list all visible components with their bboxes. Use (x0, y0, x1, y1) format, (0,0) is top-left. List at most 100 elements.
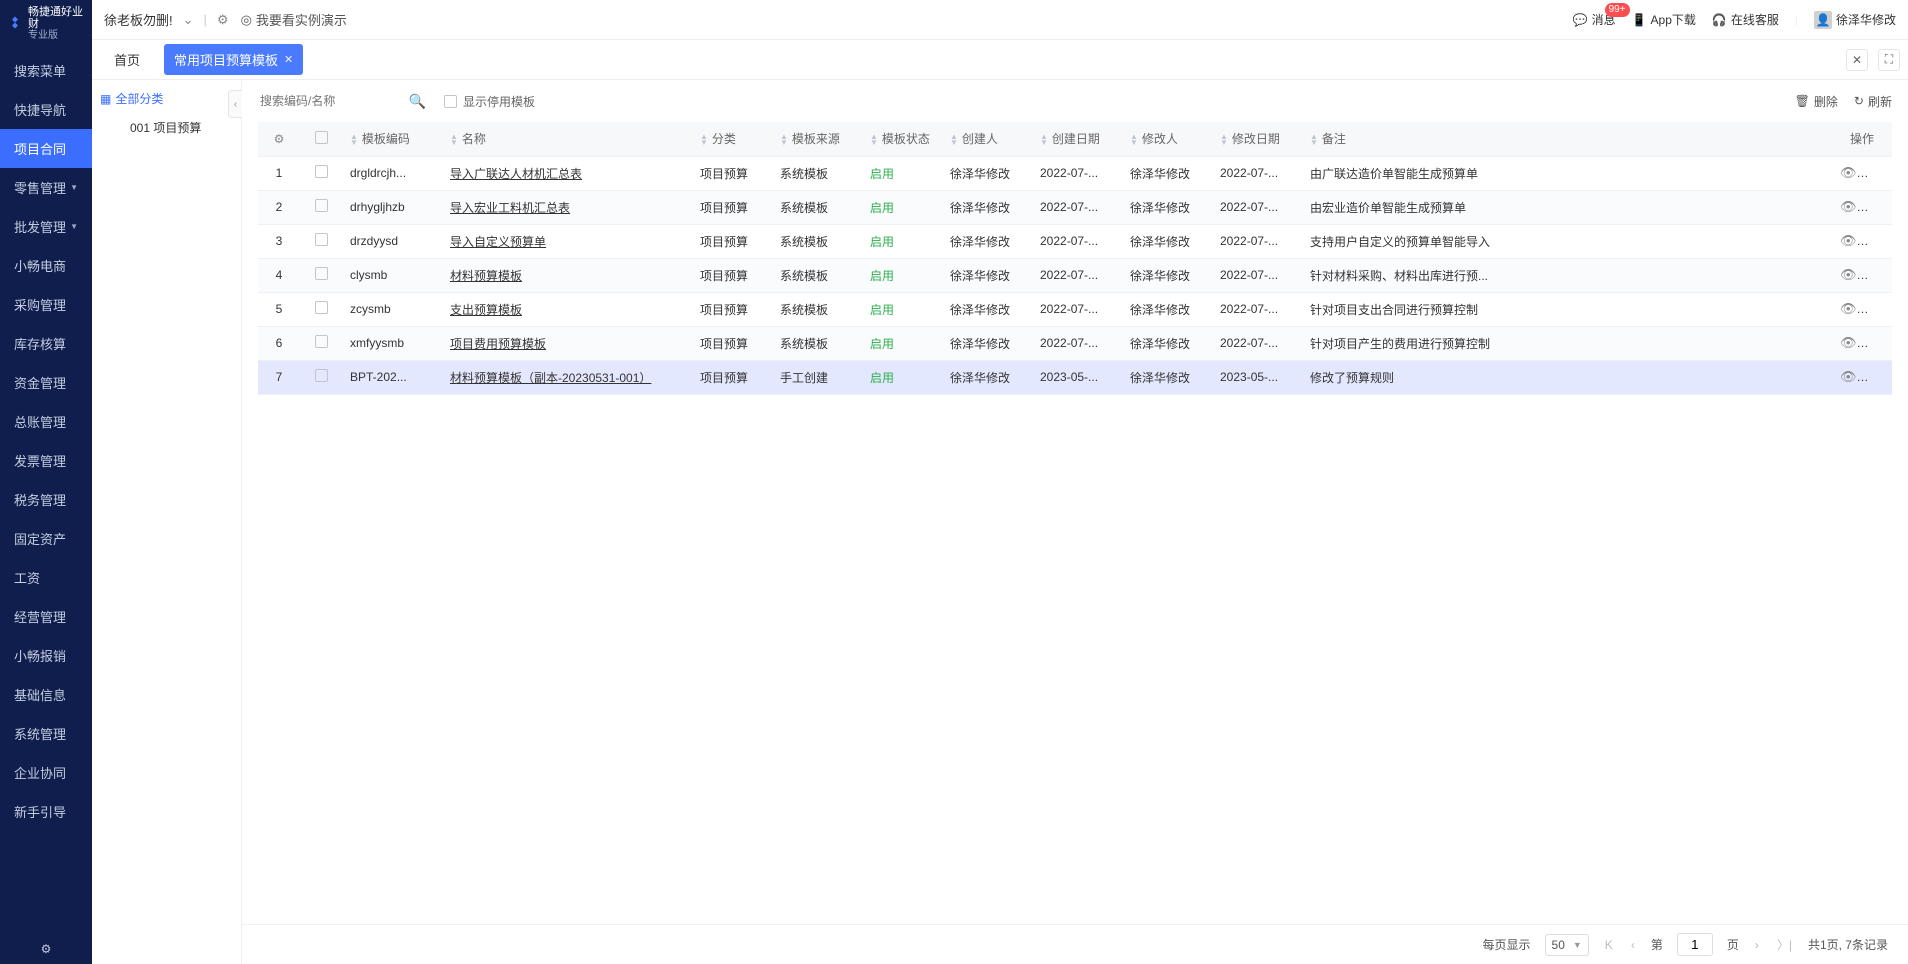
tab-budget-templates[interactable]: 常用项目预算模板 ✕ (164, 44, 303, 75)
tab-close-icon[interactable]: ✕ (284, 53, 293, 66)
tree-root-all[interactable]: ▦ 全部分类 (100, 90, 233, 107)
cell-creator: 徐泽华修改 (942, 292, 1032, 326)
template-name-link[interactable]: 材料预算模板 (450, 269, 522, 283)
prev-page-button[interactable]: ‹ (1629, 938, 1637, 952)
col-category[interactable]: ▲▼分类 (692, 122, 772, 156)
row-checkbox[interactable] (315, 335, 328, 348)
sidebar-item-9[interactable]: 总账管理 (0, 402, 92, 441)
sidebar-item-6[interactable]: 采购管理 (0, 285, 92, 324)
table-settings-gear-icon[interactable]: ⚙ (274, 132, 285, 146)
cell-remark: 针对项目支出合同进行预算控制 (1302, 292, 1832, 326)
first-page-button[interactable]: K (1603, 938, 1615, 952)
row-checkbox[interactable] (315, 165, 328, 178)
sidebar-item-19[interactable]: 新手引导 (0, 792, 92, 831)
col-source[interactable]: ▲▼模板来源 (772, 122, 862, 156)
sidebar-item-0[interactable]: 搜索菜单 (0, 51, 92, 90)
col-creator[interactable]: ▲▼创建人 (942, 122, 1032, 156)
table-row[interactable]: 5zcysmb支出预算模板项目预算系统模板启用徐泽华修改2022-07-...徐… (258, 292, 1892, 326)
cell-category: 项目预算 (692, 156, 772, 190)
per-page-value: 50 (1552, 938, 1565, 952)
col-name[interactable]: ▲▼名称 (442, 122, 692, 156)
row-checkbox[interactable] (315, 267, 328, 280)
settings-gear-icon[interactable]: ⚙ (0, 934, 92, 964)
table-row[interactable]: 4clysmb材料预算模板项目预算系统模板启用徐泽华修改2022-07-...徐… (258, 258, 1892, 292)
sidebar-item-13[interactable]: 工资 (0, 558, 92, 597)
view-icon[interactable]: 👁 (1840, 335, 1857, 350)
cell-remark: 由广联达造价单智能生成预算单 (1302, 156, 1832, 190)
table-row[interactable]: 1drgldrcjh...导入广联达人材机汇总表项目预算系统模板启用徐泽华修改2… (258, 156, 1892, 190)
view-icon[interactable]: 👁 (1840, 199, 1857, 214)
template-name-link[interactable]: 导入广联达人材机汇总表 (450, 167, 582, 181)
template-name-link[interactable]: 材料预算模板（副本-20230531-001） (450, 371, 651, 385)
view-icon[interactable]: 👁 (1840, 301, 1857, 316)
next-page-button[interactable]: › (1753, 938, 1761, 952)
row-checkbox[interactable] (315, 369, 328, 382)
tree-node-001[interactable]: 001 项目预算 (100, 107, 233, 136)
show-disabled-checkbox[interactable]: 显示停用模板 (444, 93, 535, 110)
user-menu[interactable]: 👤 徐泽华修改 (1814, 11, 1896, 29)
table-row[interactable]: 3drzdyysd导入自定义预算单项目预算系统模板启用徐泽华修改2022-07-… (258, 224, 1892, 258)
tab-home[interactable]: 首页 (104, 44, 150, 75)
table-row[interactable]: 6xmfyysmb项目费用预算模板项目预算系统模板启用徐泽华修改2022-07-… (258, 326, 1892, 360)
search-icon[interactable]: 🔍 (409, 93, 426, 110)
sidebar-item-17[interactable]: 系统管理 (0, 714, 92, 753)
collapse-tree-button[interactable]: ‹ (228, 90, 242, 118)
page-input[interactable] (1677, 933, 1713, 956)
sidebar-item-5[interactable]: 小畅电商 (0, 246, 92, 285)
row-checkbox[interactable] (315, 233, 328, 246)
view-icon[interactable]: 👁 (1840, 165, 1857, 180)
col-modifier[interactable]: ▲▼修改人 (1122, 122, 1212, 156)
sidebar-item-2[interactable]: 项目合同 (0, 129, 92, 168)
last-page-button[interactable]: 〉| (1775, 936, 1794, 953)
row-checkbox[interactable] (315, 199, 328, 212)
col-create-date[interactable]: ▲▼创建日期 (1032, 122, 1122, 156)
sidebar-item-4[interactable]: 批发管理▼ (0, 207, 92, 246)
per-page-select[interactable]: 50 ▼ (1545, 934, 1589, 956)
messages-button[interactable]: 💬 消息 99+ (1573, 11, 1616, 28)
fullscreen-button[interactable]: ⛶ (1878, 49, 1900, 71)
sidebar-item-3[interactable]: 零售管理▼ (0, 168, 92, 207)
sidebar-item-7[interactable]: 库存核算 (0, 324, 92, 363)
org-switch-chevron-icon[interactable]: ⌄ (183, 12, 194, 28)
view-icon[interactable]: 👁 (1840, 369, 1857, 384)
template-name-link[interactable]: 项目费用预算模板 (450, 337, 546, 351)
search-input[interactable] (258, 90, 428, 113)
target-icon: ◎ (241, 12, 252, 28)
col-remark[interactable]: ▲▼备注 (1302, 122, 1832, 156)
table-row[interactable]: 2drhygljhzb导入宏业工料机汇总表项目预算系统模板启用徐泽华修改2022… (258, 190, 1892, 224)
online-support-button[interactable]: 🎧 在线客服 (1712, 11, 1779, 28)
view-icon[interactable]: 👁 (1840, 267, 1857, 282)
template-name-link[interactable]: 支出预算模板 (450, 303, 522, 317)
col-modify-date[interactable]: ▲▼修改日期 (1212, 122, 1302, 156)
app-download-button[interactable]: 📱 App下载 (1632, 11, 1696, 28)
delete-button[interactable]: 🗑 删除 (1795, 93, 1838, 110)
col-status[interactable]: ▲▼模板状态 (862, 122, 942, 156)
cell-creator: 徐泽华修改 (942, 156, 1032, 190)
view-icon[interactable]: 👁 (1840, 233, 1857, 248)
col-code[interactable]: ▲▼模板编码 (342, 122, 442, 156)
sidebar-item-15[interactable]: 小畅报销 (0, 636, 92, 675)
template-name-link[interactable]: 导入自定义预算单 (450, 235, 546, 249)
sidebar-item-1[interactable]: 快捷导航 (0, 90, 92, 129)
chevron-down-icon: ▼ (1573, 940, 1582, 950)
row-index: 2 (258, 190, 300, 224)
cell-remark: 针对材料采购、材料出库进行预... (1302, 258, 1832, 292)
refresh-button[interactable]: ↻ 刷新 (1854, 93, 1892, 110)
sidebar-item-18[interactable]: 企业协同 (0, 753, 92, 792)
cell-category: 项目预算 (692, 224, 772, 258)
sidebar-item-11[interactable]: 税务管理 (0, 480, 92, 519)
sidebar-item-8[interactable]: 资金管理 (0, 363, 92, 402)
sidebar-item-16[interactable]: 基础信息 (0, 675, 92, 714)
template-name-link[interactable]: 导入宏业工料机汇总表 (450, 201, 570, 215)
row-checkbox[interactable] (315, 301, 328, 314)
show-disabled-label: 显示停用模板 (463, 93, 535, 110)
sidebar-item-10[interactable]: 发票管理 (0, 441, 92, 480)
close-all-tabs-button[interactable]: ✕ (1846, 49, 1868, 71)
org-settings-gear-icon[interactable]: ⚙ (217, 12, 229, 28)
demo-link[interactable]: ◎ 我要看实例演示 (241, 10, 347, 29)
sidebar-item-12[interactable]: 固定资产 (0, 519, 92, 558)
table-row[interactable]: 7BPT-202...材料预算模板（副本-20230531-001）项目预算手工… (258, 360, 1892, 394)
sidebar-item-14[interactable]: 经营管理 (0, 597, 92, 636)
select-all-checkbox[interactable] (315, 131, 328, 144)
sidebar-item-label: 项目合同 (14, 139, 66, 158)
